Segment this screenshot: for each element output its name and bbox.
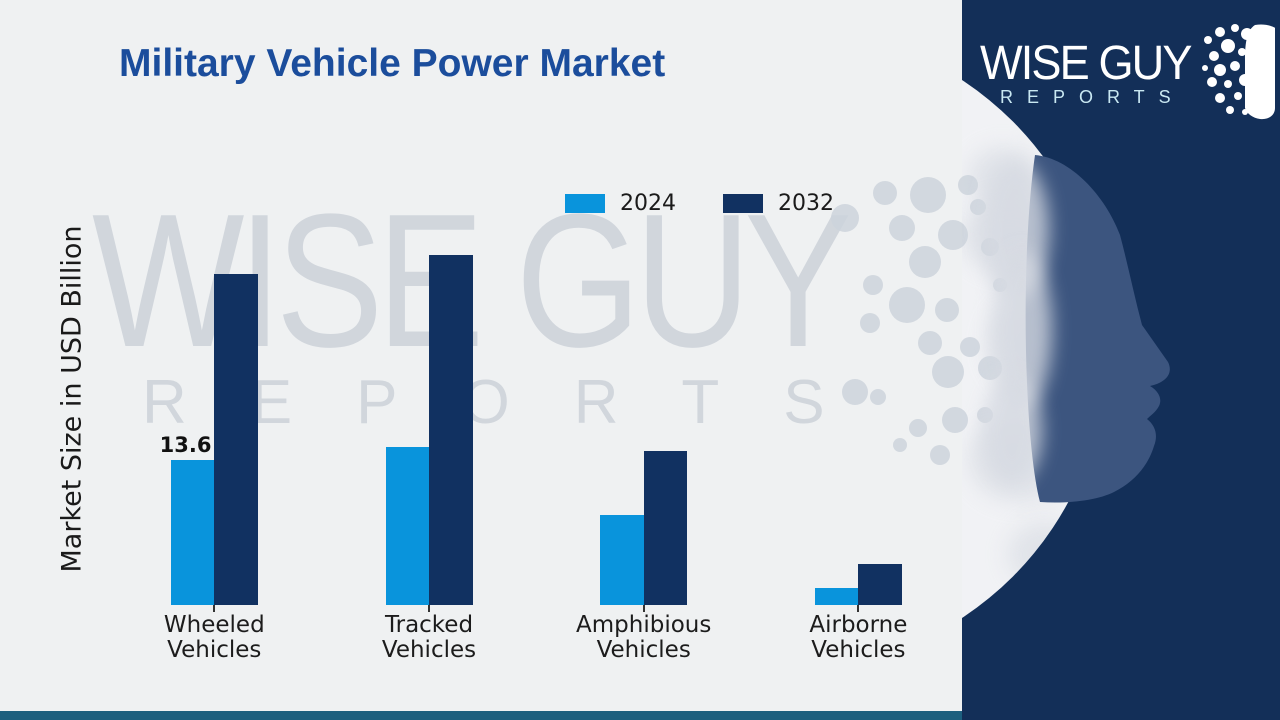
category-label-airborne-vehicles: Airborne Vehicles [809,612,908,663]
bar-2024-wheeled-vehicles [170,460,215,605]
page-title: Military Vehicle Power Market [119,42,666,85]
legend-swatch-2032 [723,194,763,213]
bar-2032-wheeled-vehicles [214,274,258,605]
logo-reports-text: REPORTS [1000,87,1185,107]
bar-2024-airborne-vehicles [814,588,859,605]
legend-item-2032: 2032 [723,191,834,216]
x-axis-tick-airborne-vehicles [857,605,860,612]
category-label-wheeled-vehicles: Wheeled Vehicles [163,612,265,663]
bar-2024-amphibious-vehicles [600,515,644,605]
legend-label-2024: 2024 [620,191,676,216]
legend-swatch-2024 [565,194,605,213]
logo-wiseguy-text: WISE GUY [980,37,1192,90]
legend-label-2032: 2032 [778,191,834,216]
chart-legend: 2024 2032 [565,191,834,216]
face-profile-silhouette [1025,155,1170,503]
bottom-accent-bar [0,711,962,720]
category-label-tracked-vehicles: Tracked Vehicles [381,612,477,663]
value-label-2024-wheeled-vehicles: 13.6 [159,433,212,457]
logo-face-icon [1202,24,1275,120]
bar-2024-tracked-vehicles [385,447,429,605]
legend-item-2024: 2024 [565,191,676,216]
bar-2032-amphibious-vehicles [643,451,688,605]
bar-2032-airborne-vehicles [858,564,902,605]
bar-2032-tracked-vehicles [429,255,473,605]
x-axis-tick-amphibious-vehicles [642,605,645,612]
y-axis-label: Market Size in USD Billion [56,225,88,573]
x-axis-tick-tracked-vehicles [428,605,430,612]
category-label-amphibious-vehicles: Amphibious Vehicles [576,612,712,663]
x-axis-tick-wheeled-vehicles [213,605,216,612]
